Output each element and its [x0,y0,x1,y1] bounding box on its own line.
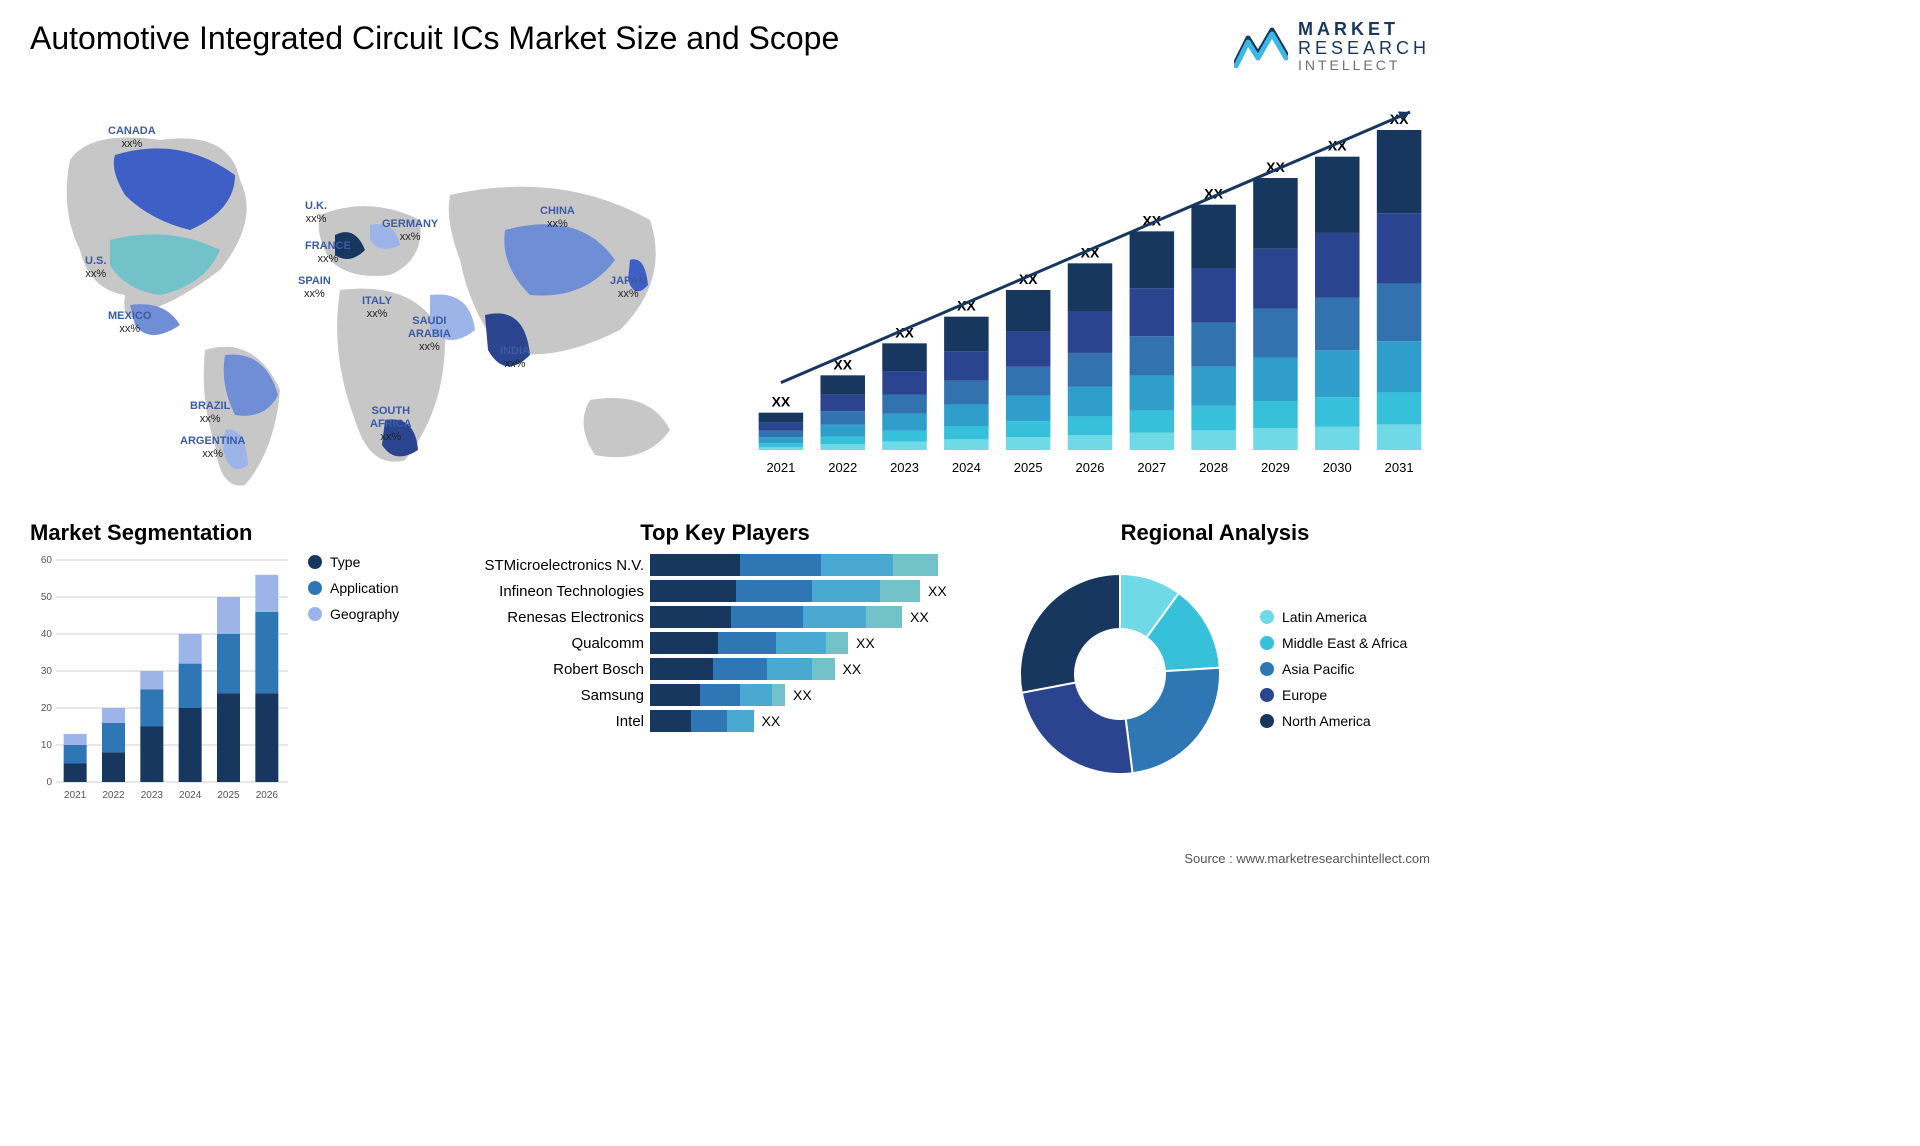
logo-text-3: INTELLECT [1298,58,1430,73]
svg-text:2021: 2021 [766,460,795,475]
svg-text:2023: 2023 [890,460,919,475]
logo-text-2: RESEARCH [1298,39,1430,58]
legend-item: Application [308,580,399,596]
svg-text:2024: 2024 [179,790,202,801]
page-title: Automotive Integrated Circuit ICs Market… [30,20,839,57]
segmentation-title: Market Segmentation [30,520,460,546]
world-map: CANADAxx% U.S.xx% MEXICOxx% BRAZILxx% ARGENT… [30,100,730,500]
map-label: MEXICOxx% [108,310,151,336]
map-label: JAPANxx% [610,275,646,301]
segmentation-legend: Type Application Geography [308,554,399,804]
key-player-row: Intel XX [470,710,980,732]
key-player-name: Qualcomm [470,635,650,652]
regional-title: Regional Analysis [1000,520,1430,546]
key-player-name: STMicroelectronics N.V. [470,557,650,574]
svg-text:2026: 2026 [1076,460,1105,475]
key-player-row: Robert Bosch XX [470,658,980,680]
svg-text:2026: 2026 [256,790,279,801]
svg-text:2025: 2025 [217,790,240,801]
key-player-name: Intel [470,713,650,730]
regional-donut [1000,554,1240,794]
main-bar-chart: XX2021XX2022XX2023XX2024XX2025XX2026XX20… [750,100,1430,480]
map-label: FRANCExx% [305,240,351,266]
logo: MARKET RESEARCH INTELLECT [1234,20,1430,72]
svg-text:2025: 2025 [1014,460,1043,475]
key-player-row: Renesas Electronics XX [470,606,980,628]
svg-text:2031: 2031 [1385,460,1414,475]
svg-text:2023: 2023 [141,790,164,801]
svg-text:40: 40 [41,629,53,640]
map-label: SOUTHAFRICAxx% [370,405,412,445]
legend-item: Asia Pacific [1260,661,1407,677]
regional-panel: Regional Analysis Latin America Middle Ea… [1000,520,1430,820]
key-player-value: XX [910,609,929,625]
key-player-value: XX [928,583,947,599]
logo-text-1: MARKET [1298,20,1430,39]
legend-item: Geography [308,606,399,622]
svg-text:2029: 2029 [1261,460,1290,475]
svg-text:20: 20 [41,703,53,714]
key-player-row: Infineon Technologies XX [470,580,980,602]
svg-text:60: 60 [41,555,53,566]
legend-item: Type [308,554,399,570]
svg-text:2028: 2028 [1199,460,1228,475]
map-label: CHINAxx% [540,205,575,231]
map-label: U.K.xx% [305,200,327,226]
svg-text:0: 0 [46,777,52,788]
map-label: SPAINxx% [298,275,331,301]
segmentation-panel: Market Segmentation 0 10 20 30 40 50 60 2021 202… [30,520,460,820]
key-player-name: Samsung [470,687,650,704]
map-label: INDIAxx% [500,345,530,371]
legend-item: Latin America [1260,609,1407,625]
regional-legend: Latin America Middle East & Africa Asia Pa… [1260,609,1407,739]
map-label: CANADAxx% [108,125,156,151]
map-label: ITALYxx% [362,295,392,321]
key-player-name: Infineon Technologies [470,583,650,600]
svg-text:30: 30 [41,666,53,677]
logo-icon [1234,24,1288,68]
key-player-value: XX [856,635,875,651]
svg-text:10: 10 [41,740,53,751]
legend-item: Middle East & Africa [1260,635,1407,651]
svg-text:2022: 2022 [102,790,125,801]
svg-text:2024: 2024 [952,460,981,475]
map-label: GERMANYxx% [382,218,438,244]
map-label: BRAZILxx% [190,400,230,426]
key-players-panel: Top Key Players STMicroelectronics N.V. I… [470,520,980,820]
key-player-row: STMicroelectronics N.V. [470,554,980,576]
legend-item: Europe [1260,687,1407,703]
svg-text:XX: XX [772,394,791,410]
key-players-rows: STMicroelectronics N.V. Infineon Technolo… [470,554,980,732]
key-players-title: Top Key Players [470,520,980,546]
svg-text:2030: 2030 [1323,460,1352,475]
key-player-row: Samsung XX [470,684,980,706]
legend-item: North America [1260,713,1407,729]
svg-text:2022: 2022 [828,460,857,475]
key-player-value: XX [762,713,781,729]
map-label: ARGENTINAxx% [180,435,245,461]
svg-text:2027: 2027 [1137,460,1166,475]
key-player-row: Qualcomm XX [470,632,980,654]
key-player-value: XX [793,687,812,703]
key-player-value: XX [843,661,862,677]
key-player-name: Renesas Electronics [470,609,650,626]
source-text: Source : www.marketresearchintellect.com [1184,851,1430,866]
segmentation-chart: 0 10 20 30 40 50 60 2021 2022 2023 2024 2025 2026 [30,554,290,804]
map-label: U.S.xx% [85,255,106,281]
svg-text:2021: 2021 [64,790,87,801]
svg-text:50: 50 [41,592,53,603]
map-label: SAUDIARABIAxx% [408,315,451,355]
key-player-name: Robert Bosch [470,661,650,678]
